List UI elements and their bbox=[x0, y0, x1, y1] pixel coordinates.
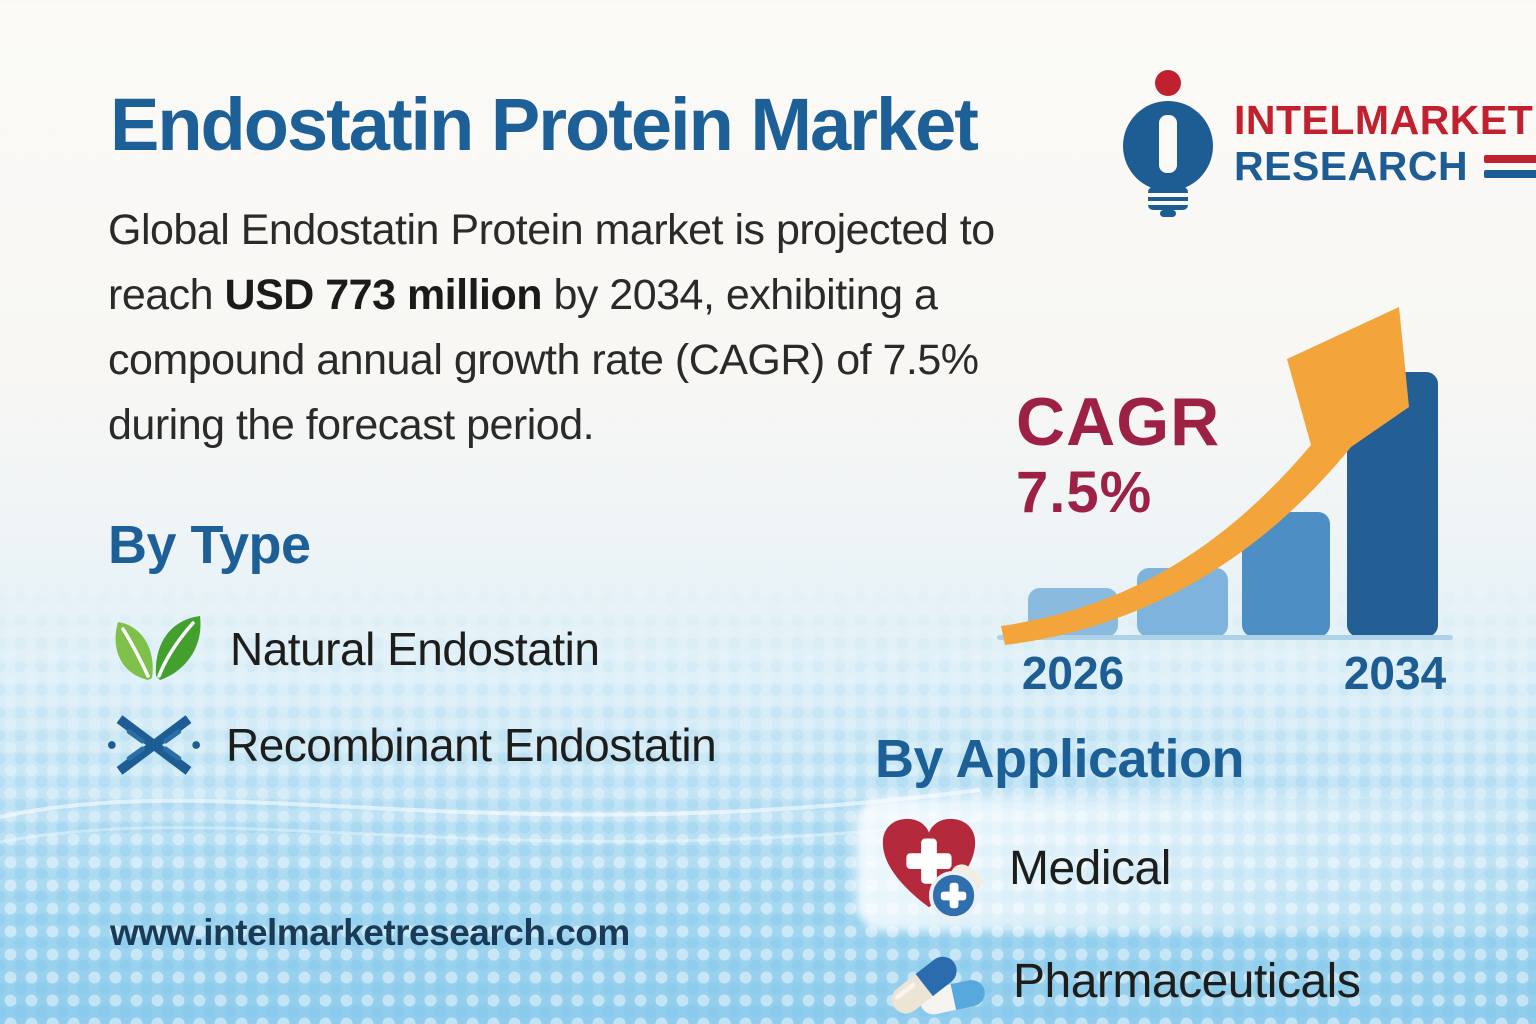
cagr-label: CAGR bbox=[1016, 384, 1221, 460]
chart-bar bbox=[1347, 372, 1438, 637]
market-value-highlight: USD 773 million bbox=[224, 271, 543, 319]
by-type-section: By Type Natural Endostatin bbox=[108, 514, 717, 778]
x-axis-label-last: 2034 bbox=[1344, 647, 1447, 699]
recombinant-dna-icon bbox=[108, 712, 200, 778]
chart-baseline bbox=[997, 635, 1453, 640]
leaf-icon bbox=[108, 608, 204, 690]
logo-dashes bbox=[1484, 154, 1536, 178]
item-label: Recombinant Endostatin bbox=[226, 719, 717, 771]
logo-name-top: INTELMARKET bbox=[1234, 97, 1534, 143]
x-axis-label-first: 2026 bbox=[1022, 647, 1124, 699]
growth-arrow bbox=[1001, 307, 1409, 645]
description-line: compound annual growth rate (CAGR) of 7.… bbox=[108, 336, 979, 384]
item-label: Pharmaceuticals bbox=[1013, 954, 1361, 1008]
cagr-value: 7.5% bbox=[1016, 460, 1153, 525]
by-application-section: By Application Medical bbox=[875, 728, 1361, 1024]
website-url: www.intelmarketresearch.com bbox=[110, 912, 630, 953]
intelmarket-logo: INTELMARKET RESEARCH bbox=[1118, 68, 1536, 218]
page-title: Endostatin Protein Market bbox=[110, 83, 979, 166]
logo-name-bottom: RESEARCH bbox=[1234, 143, 1469, 189]
medical-heart-icon bbox=[875, 812, 983, 924]
description-line: Global Endostatin Protein market is proj… bbox=[108, 206, 995, 254]
list-item-recombinant-endostatin: Recombinant Endostatin bbox=[108, 712, 717, 778]
chart-bar bbox=[1242, 512, 1330, 637]
by-type-heading: By Type bbox=[108, 515, 311, 575]
cagr-callout: CAGR 7.5% bbox=[1016, 388, 1220, 522]
by-application-heading: By Application bbox=[875, 729, 1245, 789]
description-line: during the forecast period. bbox=[108, 401, 595, 449]
item-label: Medical bbox=[1009, 841, 1171, 895]
pills-icon bbox=[875, 938, 987, 1024]
list-item-pharmaceuticals: Pharmaceuticals bbox=[875, 938, 1361, 1024]
growth-bar-chart: 2026 2034 bbox=[997, 307, 1453, 699]
list-item-natural-endostatin: Natural Endostatin bbox=[108, 608, 716, 690]
item-label: Natural Endostatin bbox=[230, 623, 600, 675]
market-description: Global Endostatin Protein market is proj… bbox=[108, 198, 995, 458]
lightbulb-i-icon bbox=[1123, 70, 1213, 217]
description-line: reach USD 773 million by 2034, exhibitin… bbox=[108, 271, 938, 319]
list-item-medical: Medical bbox=[875, 812, 1360, 924]
